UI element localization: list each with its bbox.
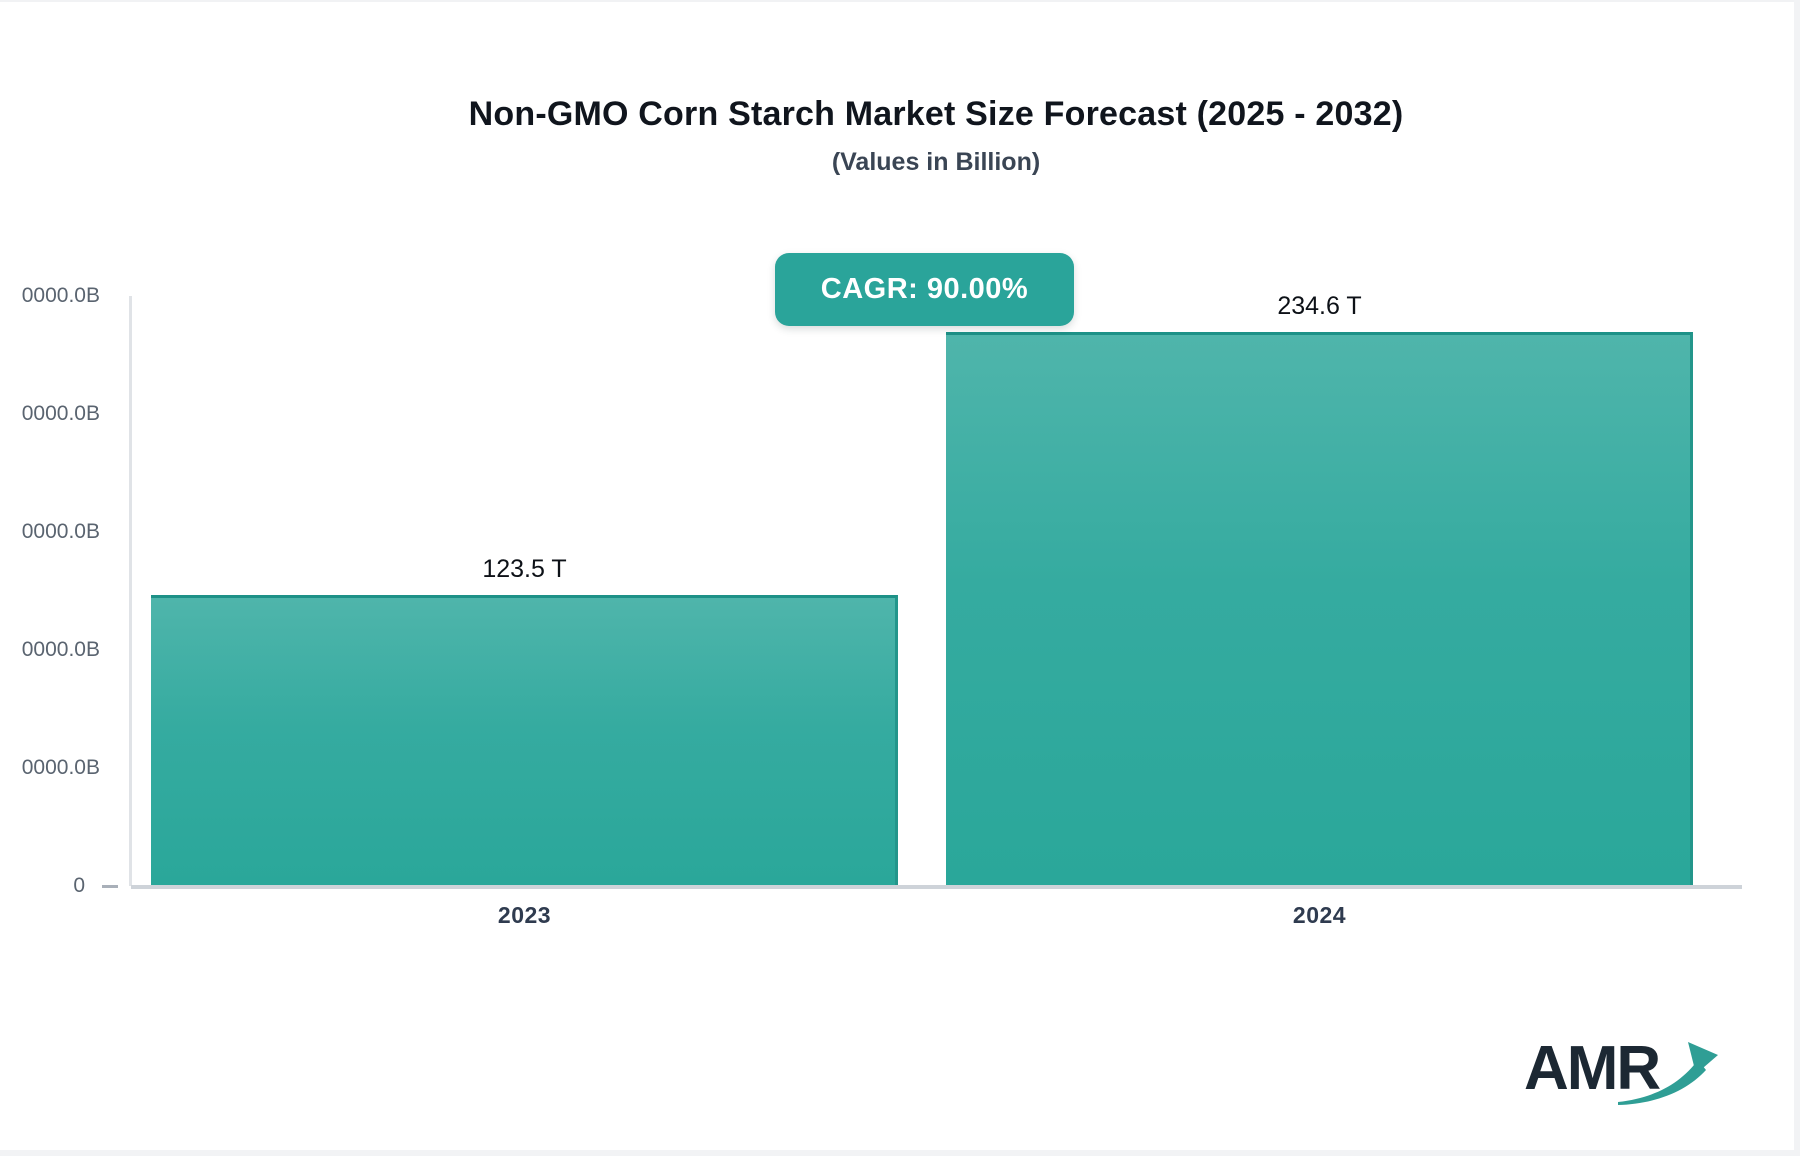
y-tick-label: 0000.0B (21, 284, 100, 307)
y-tick-label: 0000.0B (21, 756, 100, 779)
amr-logo: AMR (1524, 1034, 1720, 1112)
growth-arrow-icon (1618, 1042, 1718, 1105)
bar-value-label: 123.5 T (482, 554, 567, 583)
window-edge-top (0, 0, 1800, 2)
y-tick-mark (102, 885, 118, 888)
window-edge-bottom (0, 1150, 1800, 1156)
growth-arrow-tail (1618, 1060, 1706, 1105)
bar-value-label: 234.6 T (1277, 292, 1362, 321)
chart-subtitle: (Values in Billion) (831, 148, 1041, 176)
bar-2024 (946, 332, 1693, 886)
amr-logo-text: AMR (1524, 1034, 1661, 1103)
bar-2023 (151, 594, 898, 886)
y-tick-label: 0000.0B (21, 638, 100, 661)
y-tick-label: 0000.0B (21, 520, 100, 543)
x-axis-line (131, 885, 1742, 889)
y-tick-label: 0000.0B (21, 402, 100, 425)
window-edge-right (1794, 0, 1800, 1156)
x-axis-label: 2024 (1292, 902, 1347, 928)
cagr-badge: CAGR: 90.00% (775, 253, 1074, 326)
y-axis-line (129, 296, 132, 886)
x-axis-label: 2023 (497, 902, 552, 928)
chart-title: Non-GMO Corn Starch Market Size Forecast… (468, 95, 1404, 133)
cagr-badge-label: CAGR: 90.00% (820, 273, 1029, 305)
y-tick-label: 0 (73, 874, 85, 897)
growth-arrow-head (1688, 1042, 1718, 1074)
